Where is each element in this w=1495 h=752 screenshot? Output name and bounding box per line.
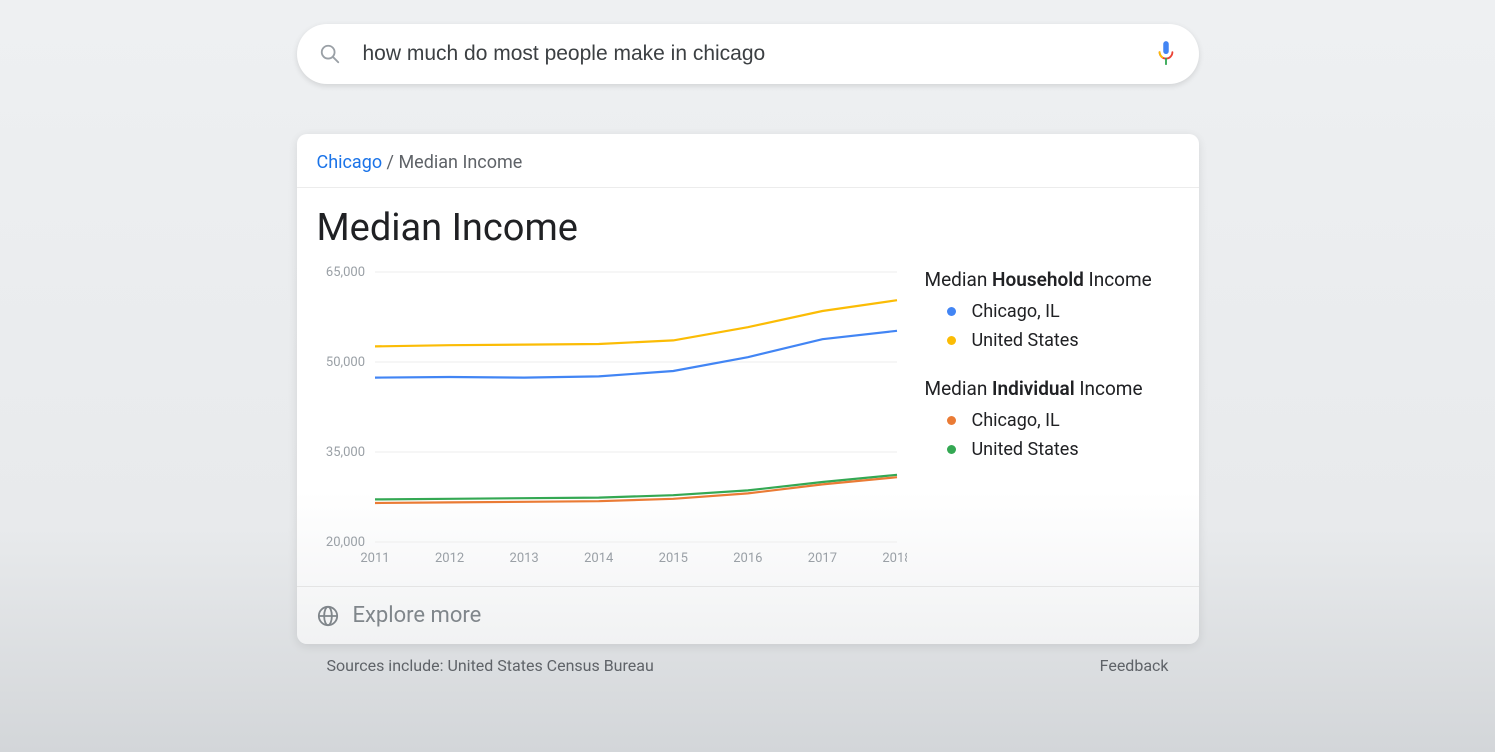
series-hh_chi: [375, 331, 897, 378]
legend-item-ind_chi[interactable]: Chicago, IL: [947, 410, 1179, 431]
legend-label: Chicago, IL: [972, 410, 1060, 431]
y-tick-label: 20,000: [325, 535, 364, 550]
series-ind_us: [375, 475, 897, 500]
x-tick-label: 2013: [509, 551, 538, 566]
legend-dot: [947, 307, 956, 316]
x-tick-label: 2012: [434, 551, 463, 566]
legend-title-pre: Median: [925, 268, 993, 291]
breadcrumb-link[interactable]: Chicago: [317, 152, 383, 173]
feedback-link[interactable]: Feedback: [1100, 656, 1169, 675]
breadcrumb-tail: Median Income: [398, 152, 522, 173]
legend-group-household: Median Household Income Chicago, IL United…: [925, 268, 1179, 351]
legend-label: Chicago, IL: [972, 301, 1060, 322]
x-tick-label: 2018: [882, 551, 907, 566]
chart-svg: 20,000 35,000 50,000 65,000 2011 2012 2013 2014…: [317, 262, 907, 572]
y-tick-label: 50,000: [325, 355, 364, 370]
legend-title-post: Income: [1075, 377, 1143, 400]
x-tick-label: 2011: [360, 551, 389, 566]
legend-dot: [947, 336, 956, 345]
legend-label: United States: [972, 330, 1079, 351]
y-tick-label: 35,000: [325, 445, 364, 460]
card-footnote: Sources include: United States Census Bu…: [297, 656, 1199, 675]
legend-item-hh_chi[interactable]: Chicago, IL: [947, 301, 1179, 322]
legend-title-post: Income: [1084, 268, 1152, 291]
chart-legend: Median Household Income Chicago, IL United…: [907, 262, 1179, 576]
legend-group-individual: Median Individual Income Chicago, IL Unite…: [925, 377, 1179, 460]
x-tick-label: 2015: [658, 551, 687, 566]
result-card: Chicago / Median Income Median Income 20…: [297, 134, 1199, 644]
legend-title-emph: Household: [992, 268, 1084, 291]
search-bar[interactable]: [297, 24, 1199, 84]
x-tick-label: 2017: [807, 551, 836, 566]
legend-item-ind_us[interactable]: United States: [947, 439, 1179, 460]
legend-dot: [947, 416, 956, 425]
search-icon: [319, 43, 341, 65]
legend-label: United States: [972, 439, 1079, 460]
legend-group-title: Median Household Income: [925, 268, 1179, 291]
mic-icon[interactable]: [1155, 40, 1177, 68]
legend-dot: [947, 445, 956, 454]
x-tick-label: 2016: [733, 551, 762, 566]
chart-title: Median Income: [317, 206, 1179, 250]
x-tick-label: 2014: [584, 551, 614, 566]
line-chart: 20,000 35,000 50,000 65,000 2011 2012 2013 2014…: [317, 262, 907, 576]
globe-icon: [317, 605, 339, 627]
breadcrumb-separator: /: [382, 152, 398, 173]
y-tick-label: 65,000: [325, 265, 364, 280]
search-input[interactable]: [363, 42, 1155, 66]
explore-more-label: Explore more: [353, 603, 482, 628]
legend-title-pre: Median: [925, 377, 993, 400]
sources-text: Sources include: United States Census Bu…: [327, 656, 654, 675]
breadcrumb: Chicago / Median Income: [297, 134, 1199, 188]
legend-item-hh_us[interactable]: United States: [947, 330, 1179, 351]
legend-title-emph: Individual: [992, 377, 1075, 400]
explore-more-button[interactable]: Explore more: [297, 586, 1199, 644]
legend-group-title: Median Individual Income: [925, 377, 1179, 400]
